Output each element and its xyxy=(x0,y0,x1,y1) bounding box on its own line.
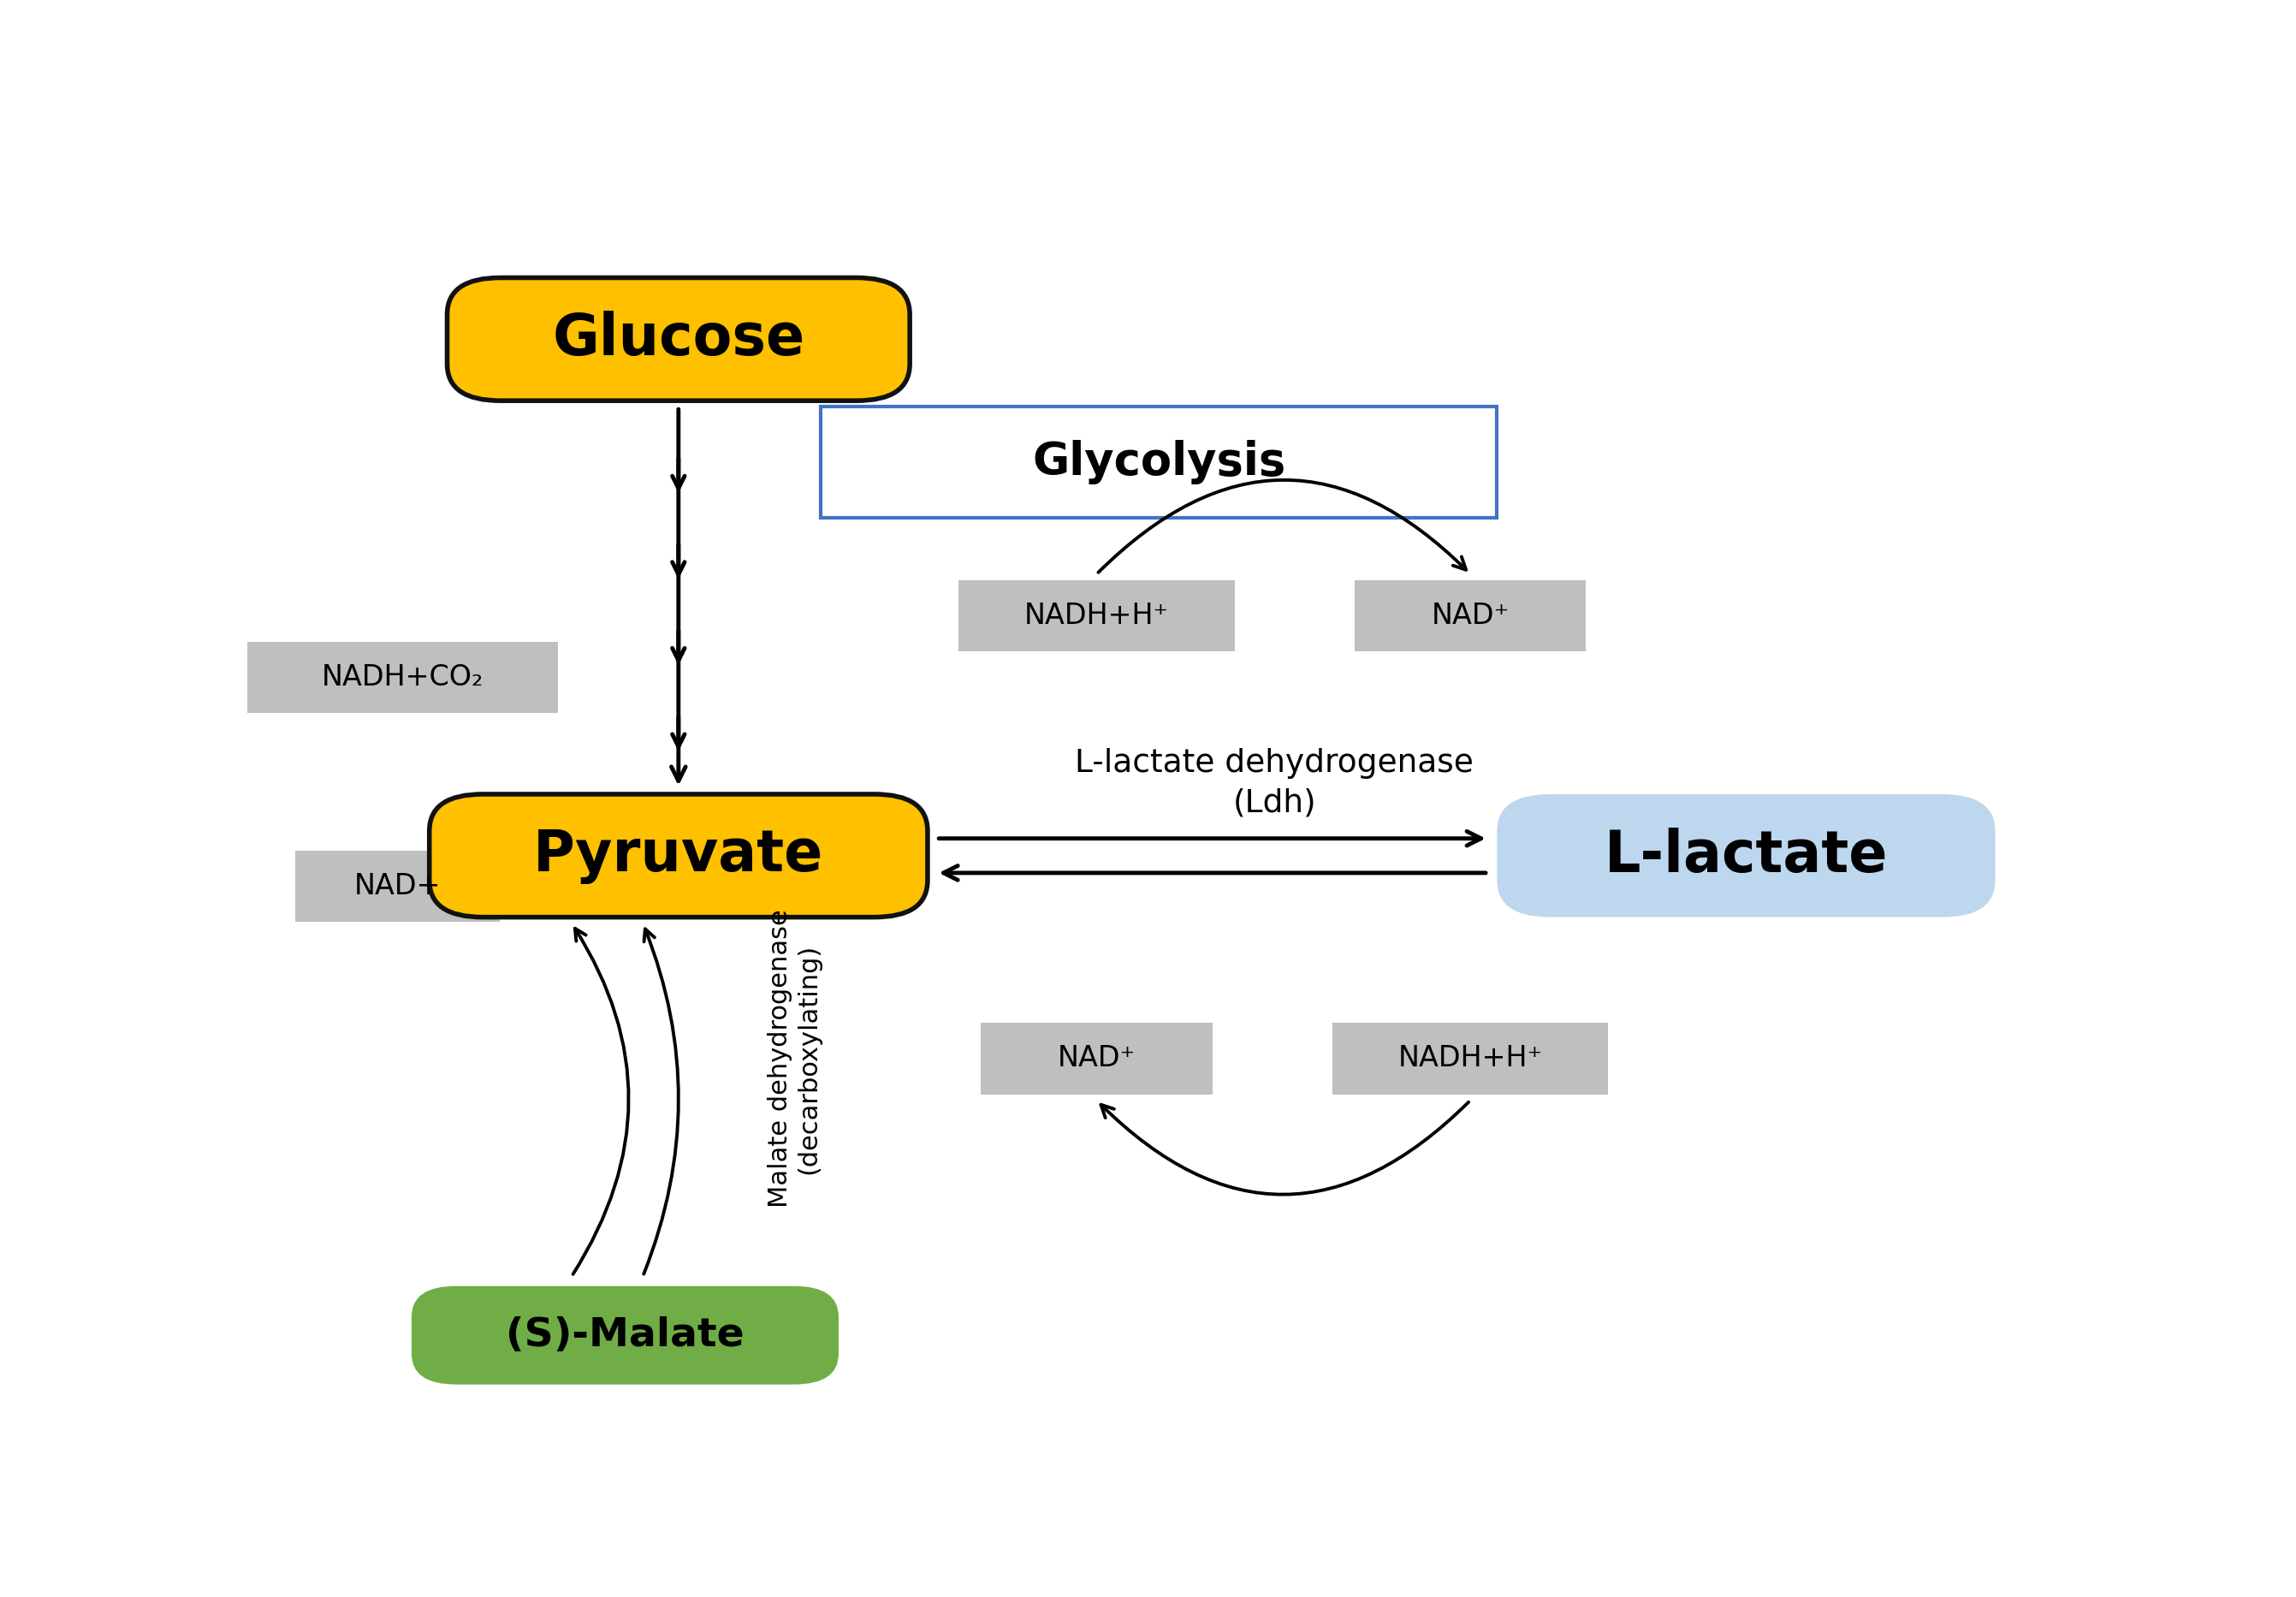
FancyBboxPatch shape xyxy=(980,1024,1212,1094)
Text: (S)-Malate: (S)-Malate xyxy=(505,1316,744,1354)
Text: Glucose: Glucose xyxy=(551,311,806,367)
FancyBboxPatch shape xyxy=(822,407,1497,517)
FancyArrowPatch shape xyxy=(1102,1102,1469,1195)
FancyBboxPatch shape xyxy=(1332,1024,1607,1094)
FancyBboxPatch shape xyxy=(1355,580,1587,652)
Text: NADH+CO₂: NADH+CO₂ xyxy=(321,663,484,692)
FancyBboxPatch shape xyxy=(294,851,501,921)
FancyBboxPatch shape xyxy=(429,794,928,917)
FancyArrowPatch shape xyxy=(574,928,629,1274)
Text: (Ldh): (Ldh) xyxy=(1233,787,1316,818)
FancyBboxPatch shape xyxy=(248,642,558,712)
FancyArrowPatch shape xyxy=(1097,481,1465,572)
Text: Pyruvate: Pyruvate xyxy=(533,827,824,883)
FancyBboxPatch shape xyxy=(448,278,909,401)
Text: Malate dehydrogenase
(decarboxylating): Malate dehydrogenase (decarboxylating) xyxy=(767,909,822,1207)
Text: NAD+: NAD+ xyxy=(354,872,441,901)
Text: NADH+H⁺: NADH+H⁺ xyxy=(1024,602,1169,629)
Text: L-lactate dehydrogenase: L-lactate dehydrogenase xyxy=(1075,747,1474,779)
FancyBboxPatch shape xyxy=(960,580,1235,652)
Text: NAD⁺: NAD⁺ xyxy=(1058,1044,1137,1073)
Text: Glycolysis: Glycolysis xyxy=(1033,439,1286,484)
Text: NADH+H⁺: NADH+H⁺ xyxy=(1398,1044,1543,1073)
FancyBboxPatch shape xyxy=(1497,794,1995,917)
FancyBboxPatch shape xyxy=(411,1286,838,1385)
Text: NAD⁺: NAD⁺ xyxy=(1430,602,1508,629)
FancyArrowPatch shape xyxy=(643,929,680,1274)
Text: L-lactate: L-lactate xyxy=(1605,827,1887,883)
